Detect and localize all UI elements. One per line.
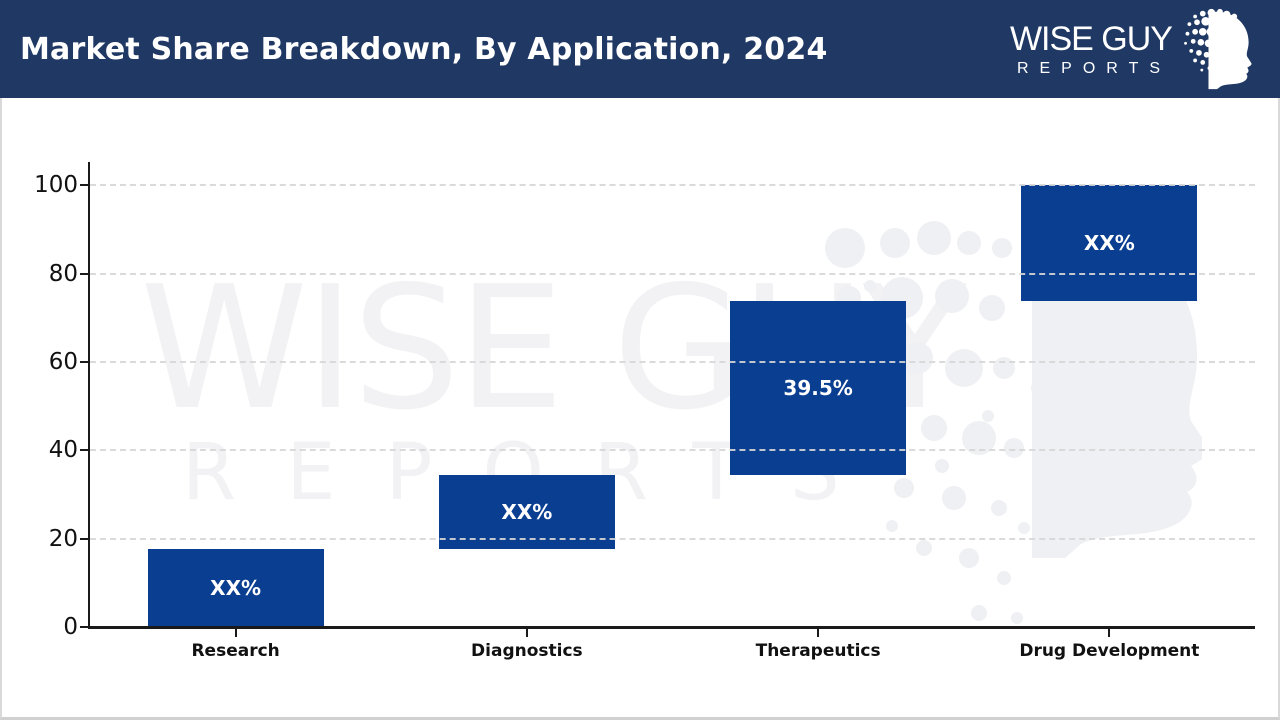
page-title: Market Share Breakdown, By Application, … [20,31,828,67]
bar-diagnostics: XX% [438,475,615,550]
header-bar: Market Share Breakdown, By Application, … [0,0,1280,98]
x-tick-research [234,629,237,637]
y-tick-label-20: 20 [48,525,78,552]
y-axis-spine [88,162,90,629]
x-tick-label-diagnostics: Diagnostics [471,641,583,661]
x-axis-spine [88,626,1255,629]
brand-face-icon [1184,8,1252,90]
watermark-face-icon [825,221,1202,624]
x-tick-therapeutics [817,629,820,637]
y-tick-80 [80,272,88,275]
x-tick-label-research: Research [191,641,280,661]
y-tick-100 [80,184,88,187]
bar-value-label-diagnostics: XX% [501,500,553,525]
gridline-40 [90,449,1255,452]
bar-value-label-research: XX% [210,576,262,601]
x-tick-label-therapeutics: Therapeutics [755,641,881,661]
bar-research: XX% [147,549,324,627]
bar-therapeutics: 39.5% [730,300,907,476]
y-tick-label-100: 100 [34,172,78,199]
gridline-80 [90,272,1255,275]
gridline-100 [90,184,1255,187]
y-tick-label-40: 40 [48,437,78,464]
y-tick-60 [80,360,88,363]
y-tick-0 [80,626,88,628]
x-tick-label-drug-development: Drug Development [1019,641,1200,661]
brand-logo: WISE GUY REPORTS [1010,8,1262,90]
y-tick-label-80: 80 [48,260,78,287]
bar-drug-development: XX% [1021,185,1198,301]
gridline-60 [90,360,1255,363]
x-tick-diagnostics [525,629,528,637]
bar-value-label-drug-development: XX% [1083,230,1135,255]
brand-logo-text: WISE GUY REPORTS [1009,19,1173,77]
gridline-20 [90,537,1255,540]
y-tick-label-60: 60 [48,348,78,375]
x-tick-drug-development [1108,629,1111,637]
y-tick-label-0: 0 [63,614,78,640]
brand-subname: REPORTS [1016,59,1172,77]
bar-value-label-therapeutics: 39.5% [783,375,853,400]
chart-area: WISE GUY REPORTS XX% XX% [0,98,1280,720]
y-tick-20 [80,537,88,540]
y-tick-40 [80,449,88,452]
brand-name: WISE GUY [1009,19,1173,58]
